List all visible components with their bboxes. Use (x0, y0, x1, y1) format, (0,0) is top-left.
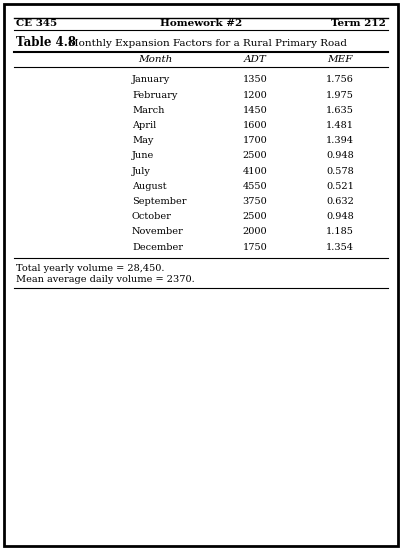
Text: 1.481: 1.481 (325, 121, 353, 130)
Text: Mean average daily volume = 2370.: Mean average daily volume = 2370. (16, 275, 194, 284)
Text: Table 4.8: Table 4.8 (16, 36, 76, 50)
Text: March: March (132, 106, 164, 115)
Text: 1600: 1600 (242, 121, 267, 130)
Text: Monthly Expansion Factors for a Rural Primary Road: Monthly Expansion Factors for a Rural Pr… (68, 39, 346, 47)
Text: 1.635: 1.635 (325, 106, 353, 115)
Text: 2500: 2500 (242, 212, 267, 221)
Text: Total yearly volume = 28,450.: Total yearly volume = 28,450. (16, 264, 164, 273)
Text: 1350: 1350 (242, 75, 267, 85)
Text: 1.975: 1.975 (325, 91, 353, 100)
Text: 4550: 4550 (242, 182, 267, 191)
Text: 1450: 1450 (242, 106, 267, 115)
Text: ADT: ADT (243, 55, 266, 64)
Text: 1.354: 1.354 (325, 243, 353, 252)
Text: 0.578: 0.578 (325, 167, 353, 175)
Text: 1700: 1700 (242, 136, 267, 145)
Text: 2000: 2000 (242, 228, 267, 236)
Text: May: May (132, 136, 153, 145)
Text: CE 345: CE 345 (16, 19, 57, 29)
Text: October: October (132, 212, 172, 221)
Text: Term 212: Term 212 (330, 19, 385, 29)
Text: 1.394: 1.394 (325, 136, 353, 145)
Text: 1.185: 1.185 (325, 228, 353, 236)
Text: Homework #2: Homework #2 (160, 19, 241, 29)
Text: Month: Month (138, 55, 172, 64)
Text: 4100: 4100 (242, 167, 267, 175)
Text: MEF: MEF (326, 55, 352, 64)
Text: June: June (132, 151, 154, 161)
Text: 1.756: 1.756 (325, 75, 353, 85)
Text: 1750: 1750 (242, 243, 267, 252)
Text: February: February (132, 91, 177, 100)
Text: April: April (132, 121, 156, 130)
Text: December: December (132, 243, 182, 252)
Text: August: August (132, 182, 166, 191)
Text: November: November (132, 228, 183, 236)
Text: January: January (132, 75, 170, 85)
Text: 2500: 2500 (242, 151, 267, 161)
Text: July: July (132, 167, 150, 175)
Text: 0.948: 0.948 (325, 212, 353, 221)
Text: 0.632: 0.632 (325, 197, 353, 206)
Text: September: September (132, 197, 186, 206)
Text: 0.521: 0.521 (325, 182, 353, 191)
Text: 0.948: 0.948 (325, 151, 353, 161)
Text: 1200: 1200 (242, 91, 267, 100)
Text: 3750: 3750 (242, 197, 267, 206)
